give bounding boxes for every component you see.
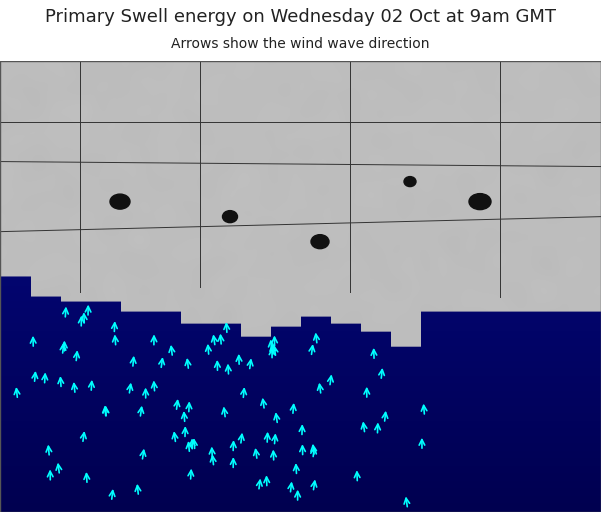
Text: Primary Swell energy on Wednesday 02 Oct at 9am GMT: Primary Swell energy on Wednesday 02 Oct… — [45, 8, 556, 26]
Ellipse shape — [311, 234, 329, 249]
Ellipse shape — [222, 210, 237, 223]
Ellipse shape — [469, 194, 491, 209]
Ellipse shape — [404, 177, 416, 186]
Text: Arrows show the wind wave direction: Arrows show the wind wave direction — [171, 37, 430, 51]
Ellipse shape — [110, 194, 130, 209]
